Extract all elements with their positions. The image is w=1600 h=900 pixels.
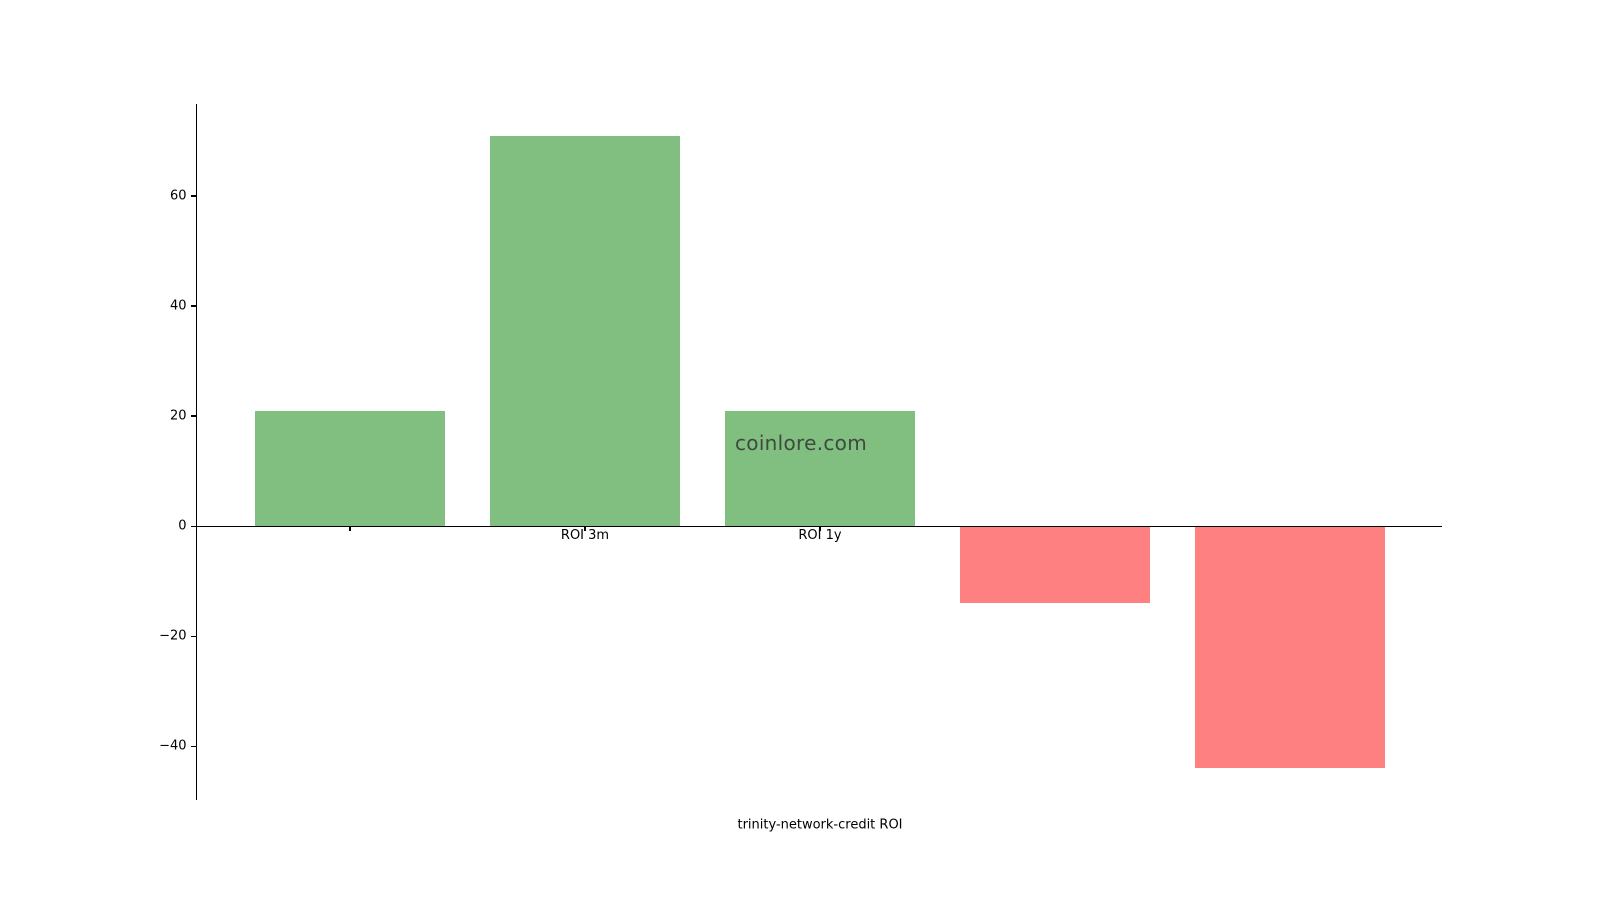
bar-4 [1195,526,1385,769]
watermark-text: coinlore.com [734,431,868,455]
x-tick-mark [584,527,586,532]
y-tick-mark [190,195,196,197]
y-tick-mark [190,305,196,307]
x-tick-label: ROI 3m [560,528,610,544]
x-tick-mark [819,527,821,532]
y-tick-label: 40 [169,298,187,314]
y-tick-label: 20 [169,408,187,424]
x-tick-label: ROI 1y [798,528,842,544]
bar-0 [255,410,445,527]
bar-1 [490,135,680,527]
y-tick-mark [190,415,196,417]
bar-3 [960,526,1150,604]
y-tick-label: 60 [169,188,187,204]
y-tick-mark [190,525,196,528]
y-tick-label: −40 [159,738,187,754]
y-tick-mark [190,745,196,748]
x-axis-line [195,525,1442,528]
y-tick-label: 0 [178,518,187,534]
y-tick-mark [190,635,196,638]
chart-title: trinity-network-credit ROI [737,817,903,833]
x-tick-mark [349,527,351,532]
y-axis-line [195,104,197,800]
y-tick-label: −20 [159,628,187,644]
bar-2 [725,410,915,527]
